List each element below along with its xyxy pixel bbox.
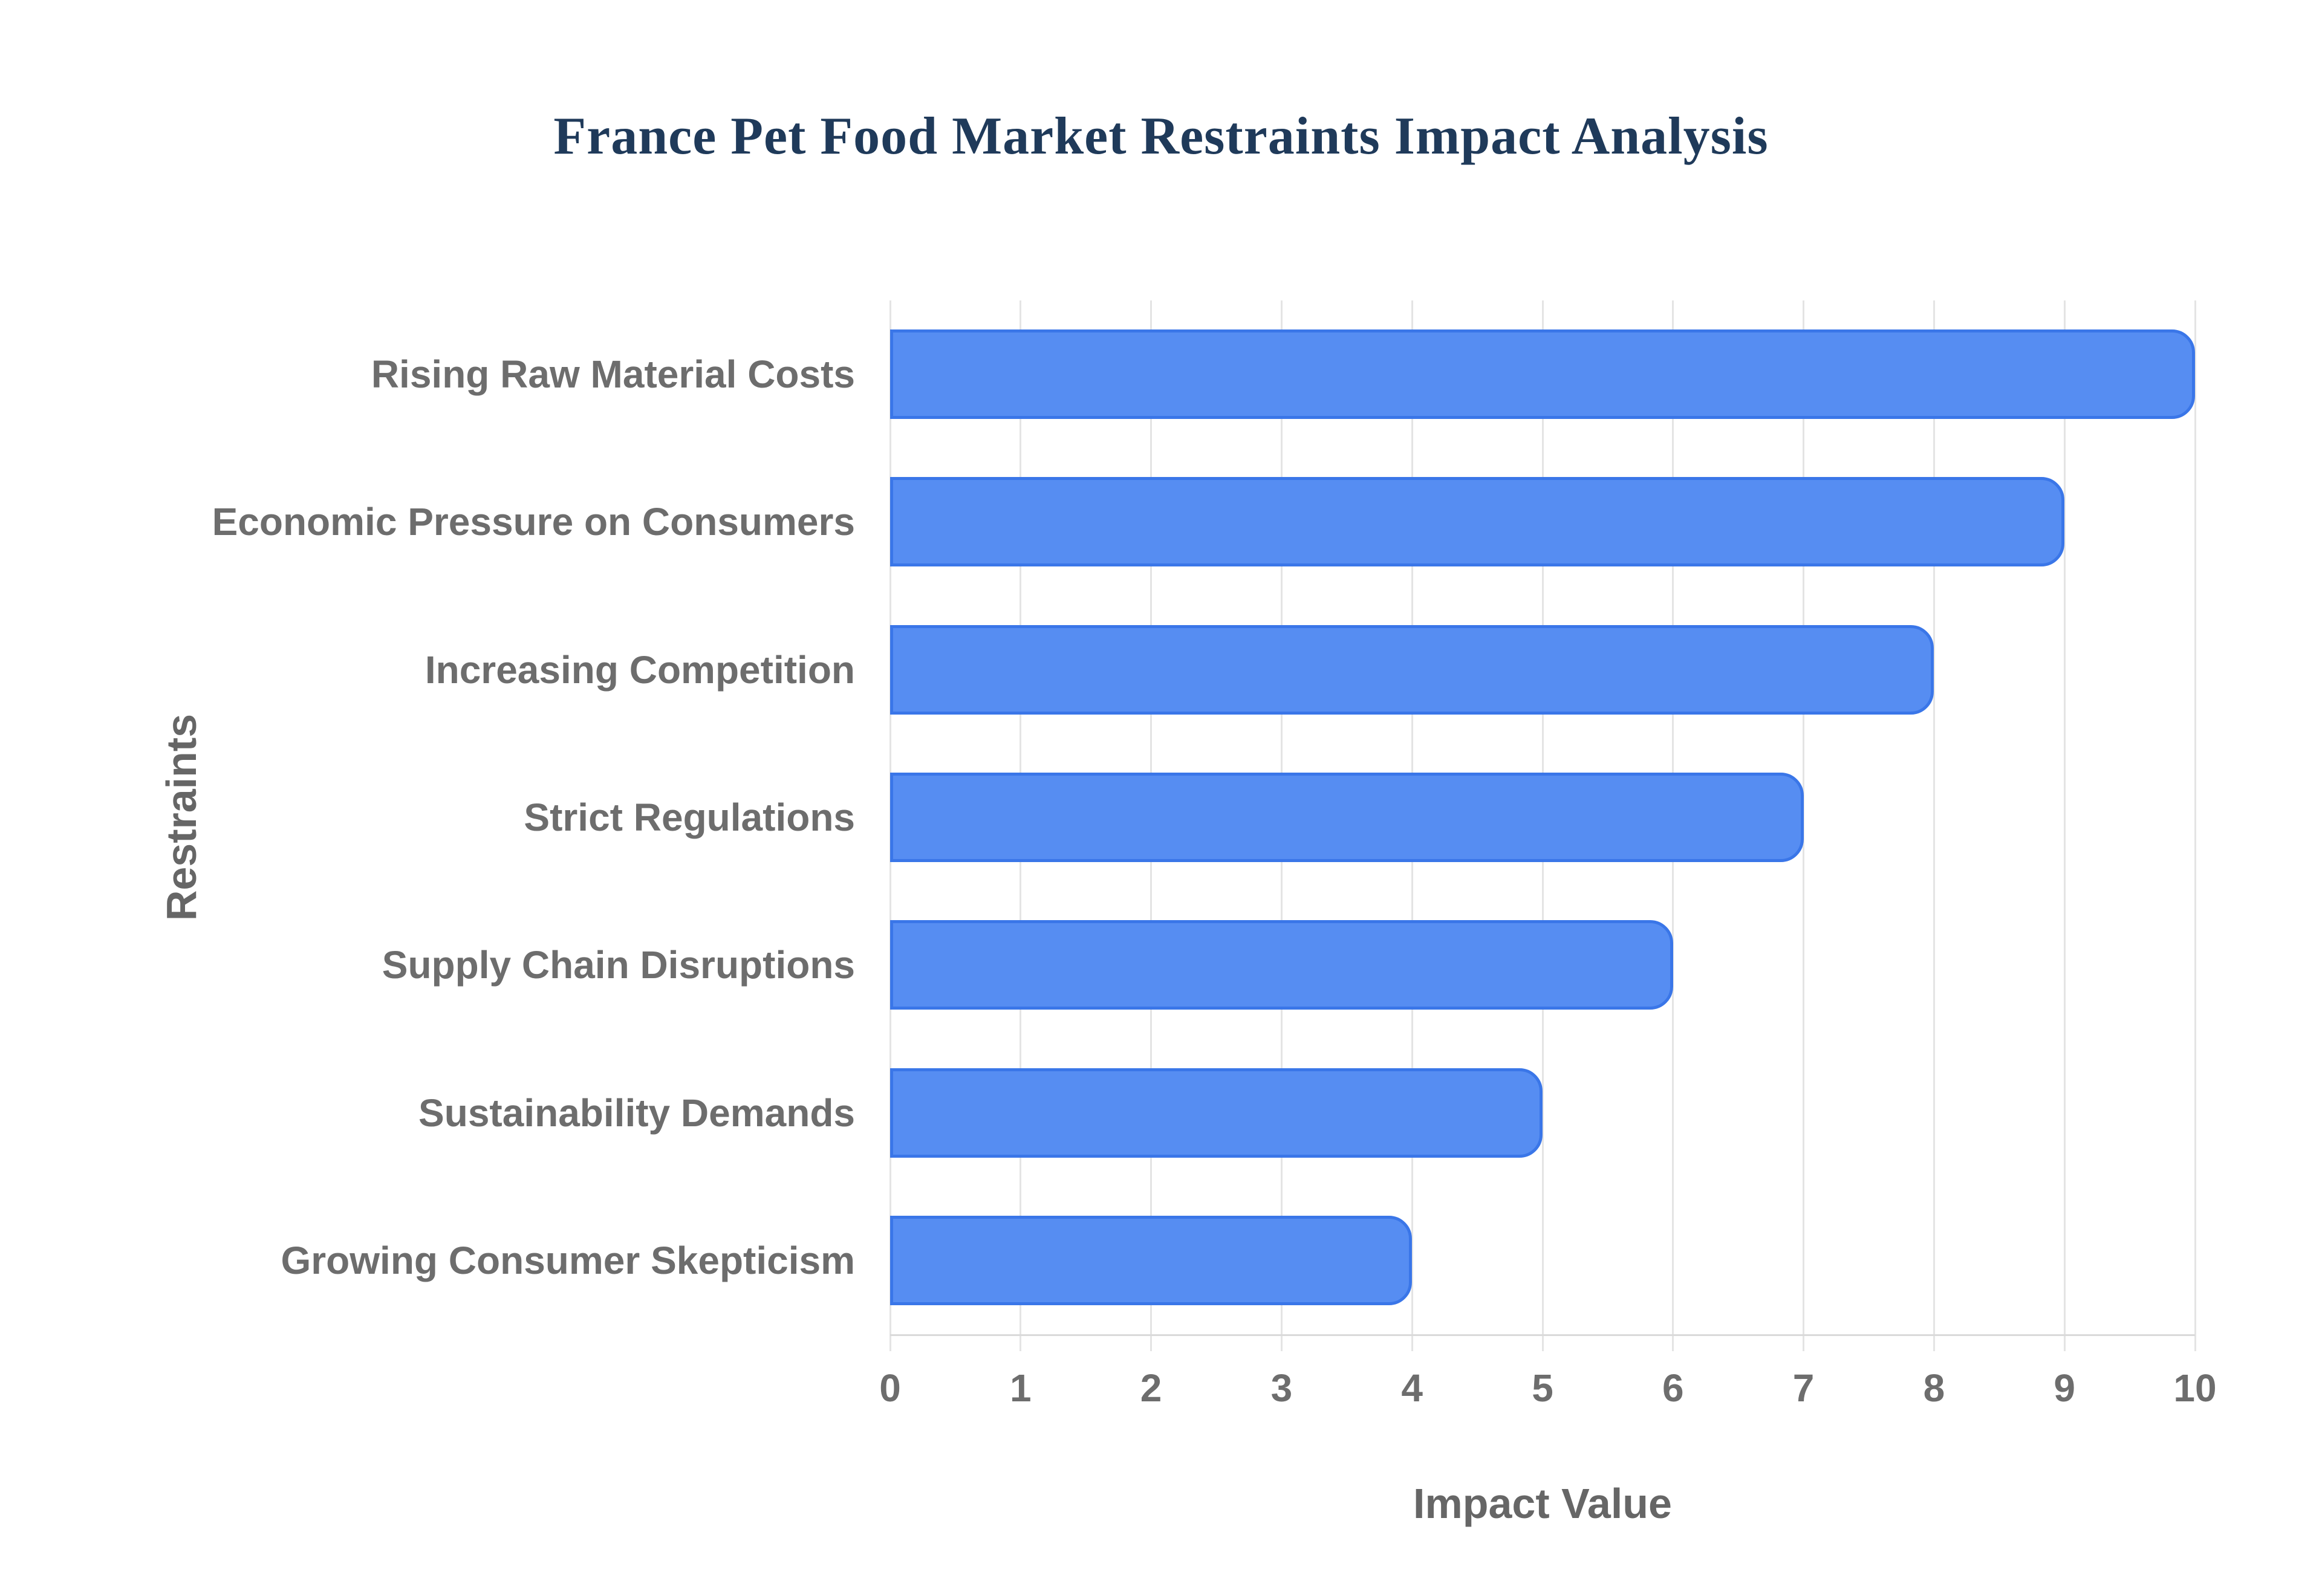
x-tick-label-5: 5 bbox=[1532, 1366, 1553, 1410]
bar-increasing-competition bbox=[890, 624, 1934, 715]
x-tick-label-6: 6 bbox=[1662, 1366, 1684, 1410]
x-tick-label-1: 1 bbox=[1010, 1366, 1032, 1410]
bar-strict-regulations bbox=[890, 773, 1804, 862]
x-tick-label-4: 4 bbox=[1401, 1366, 1423, 1410]
x-tick-label-0: 0 bbox=[879, 1366, 901, 1410]
x-tick-label-7: 7 bbox=[1792, 1366, 1815, 1410]
grid-line-x-9 bbox=[2063, 300, 2066, 1351]
chart-title: France Pet Food Market Restraints Impact… bbox=[553, 107, 1769, 166]
y-axis-title: Restraints bbox=[158, 713, 205, 921]
category-label-rising-raw-material-costs: Rising Raw Material Costs bbox=[371, 352, 855, 397]
category-label-economic-pressure-on-consumers: Economic Pressure on Consumers bbox=[212, 500, 855, 544]
bar-economic-pressure-on-consumers bbox=[890, 477, 2065, 567]
category-label-supply-chain-disruptions: Supply Chain Disruptions bbox=[382, 943, 855, 987]
x-tick-label-2: 2 bbox=[1140, 1366, 1162, 1410]
bar-rising-raw-material-costs bbox=[890, 329, 2195, 420]
x-axis-title: Impact Value bbox=[1413, 1480, 1672, 1527]
category-label-sustainability-demands: Sustainability Demands bbox=[418, 1091, 855, 1135]
grid-line-x-7 bbox=[1803, 300, 1805, 1351]
category-label-increasing-competition: Increasing Competition bbox=[424, 647, 855, 692]
bar-sustainability-demands bbox=[890, 1068, 1543, 1158]
category-label-strict-regulations: Strict Regulations bbox=[524, 796, 855, 839]
x-tick-label-9: 9 bbox=[2054, 1366, 2075, 1410]
grid-line-x-10 bbox=[2194, 300, 2196, 1351]
bar-supply-chain-disruptions bbox=[890, 920, 1673, 1010]
x-tick-label-10: 10 bbox=[2173, 1366, 2217, 1410]
grid-line-x-8 bbox=[1933, 300, 1935, 1351]
x-tick-label-3: 3 bbox=[1270, 1366, 1293, 1410]
bar-growing-consumer-skepticism bbox=[890, 1215, 1413, 1305]
x-axis-line bbox=[890, 1334, 2195, 1336]
x-tick-label-8: 8 bbox=[1923, 1366, 1945, 1410]
category-label-growing-consumer-skepticism: Growing Consumer Skepticism bbox=[281, 1238, 855, 1282]
